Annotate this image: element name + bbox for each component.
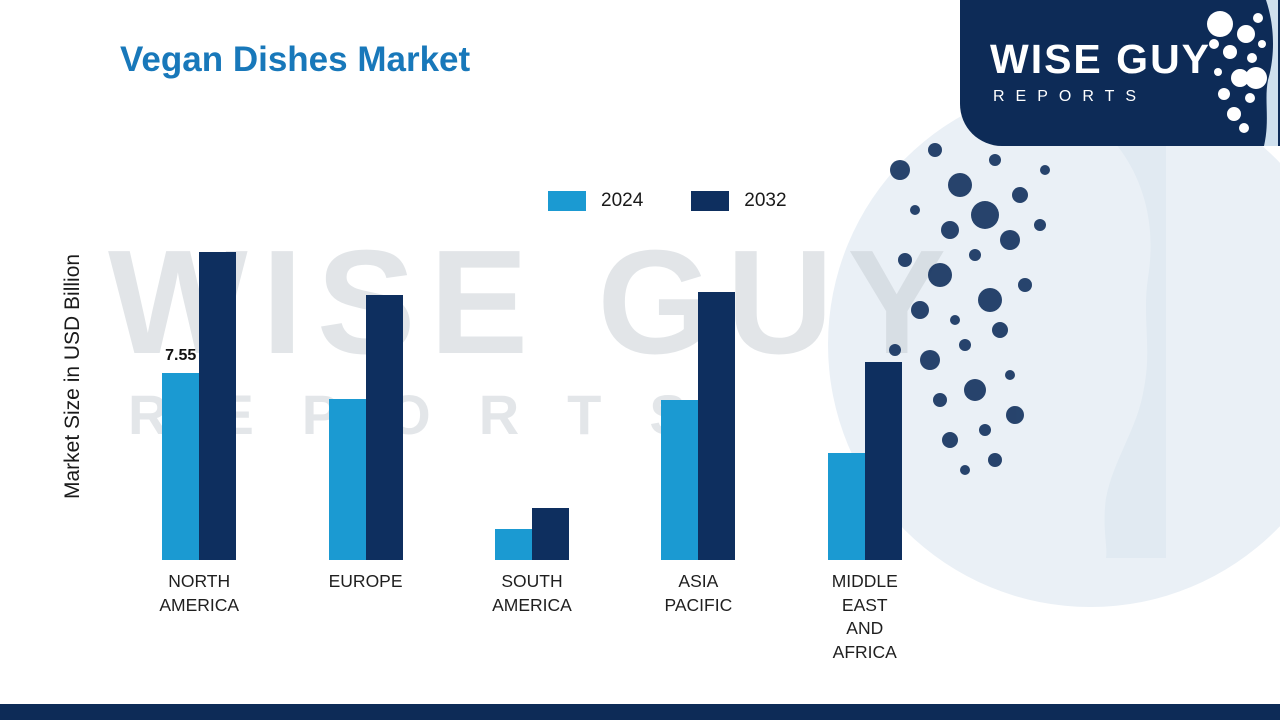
category-label: EUROPE bbox=[328, 571, 403, 591]
category-group: SOUTH AMERICA bbox=[492, 508, 572, 615]
dotted-face-pattern bbox=[889, 138, 1166, 558]
category-group: MIDDLE EAST AND AFRICA bbox=[827, 362, 902, 662]
logo-text: WISE GUY REPORTS bbox=[990, 36, 1211, 106]
value-label: 7.55 bbox=[165, 347, 197, 364]
bar-2032 bbox=[864, 362, 902, 560]
logo-wordmark: WISE GUY bbox=[990, 36, 1212, 82]
bar-2024: 7.55 bbox=[162, 347, 200, 560]
logo-face-icon bbox=[1207, 0, 1278, 146]
y-axis-label: Market Size in USD Billion bbox=[61, 253, 84, 499]
legend-label-2032: 2032 bbox=[744, 190, 787, 211]
bar-2032 bbox=[199, 252, 237, 560]
bar-2024 bbox=[827, 453, 865, 560]
legend-swatch-2032 bbox=[691, 191, 730, 211]
bar-chart: 7.55 NORTH AMERICA EUROPE SOUTH AMERICA ASIA… bbox=[116, 188, 948, 662]
watermark-wordmark: WISE GUY bbox=[108, 220, 961, 385]
legend-swatch-2024 bbox=[548, 191, 586, 211]
page-title: Vegan Dishes Market bbox=[120, 40, 471, 79]
legend-item-2024: 2024 bbox=[548, 190, 643, 212]
footer-bar bbox=[0, 704, 1280, 720]
category-group: ASIA PACIFIC bbox=[661, 292, 736, 615]
category-label: MIDDLE EAST AND AFRICA bbox=[831, 571, 898, 662]
legend: 2024 2032 bbox=[548, 190, 787, 212]
bar-2032 bbox=[365, 295, 403, 560]
face-profile-shape bbox=[1104, 138, 1166, 558]
logo-reports-label: REPORTS bbox=[993, 88, 1148, 105]
bar-2024 bbox=[494, 529, 532, 560]
category-label: SOUTH AMERICA bbox=[492, 571, 572, 615]
brand-logo: WISE GUY REPORTS bbox=[960, 0, 1280, 146]
bar-2024 bbox=[328, 399, 366, 560]
bar-2032 bbox=[531, 508, 569, 560]
bar-2032 bbox=[698, 292, 736, 560]
legend-item-2032: 2032 bbox=[691, 190, 787, 212]
category-label: ASIA PACIFIC bbox=[664, 571, 733, 615]
category-group: 7.55 NORTH AMERICA bbox=[159, 252, 239, 615]
category-group: EUROPE bbox=[328, 295, 403, 591]
legend-label-2024: 2024 bbox=[601, 190, 644, 211]
bar-2024 bbox=[661, 400, 699, 560]
category-label: NORTH AMERICA bbox=[159, 571, 240, 615]
